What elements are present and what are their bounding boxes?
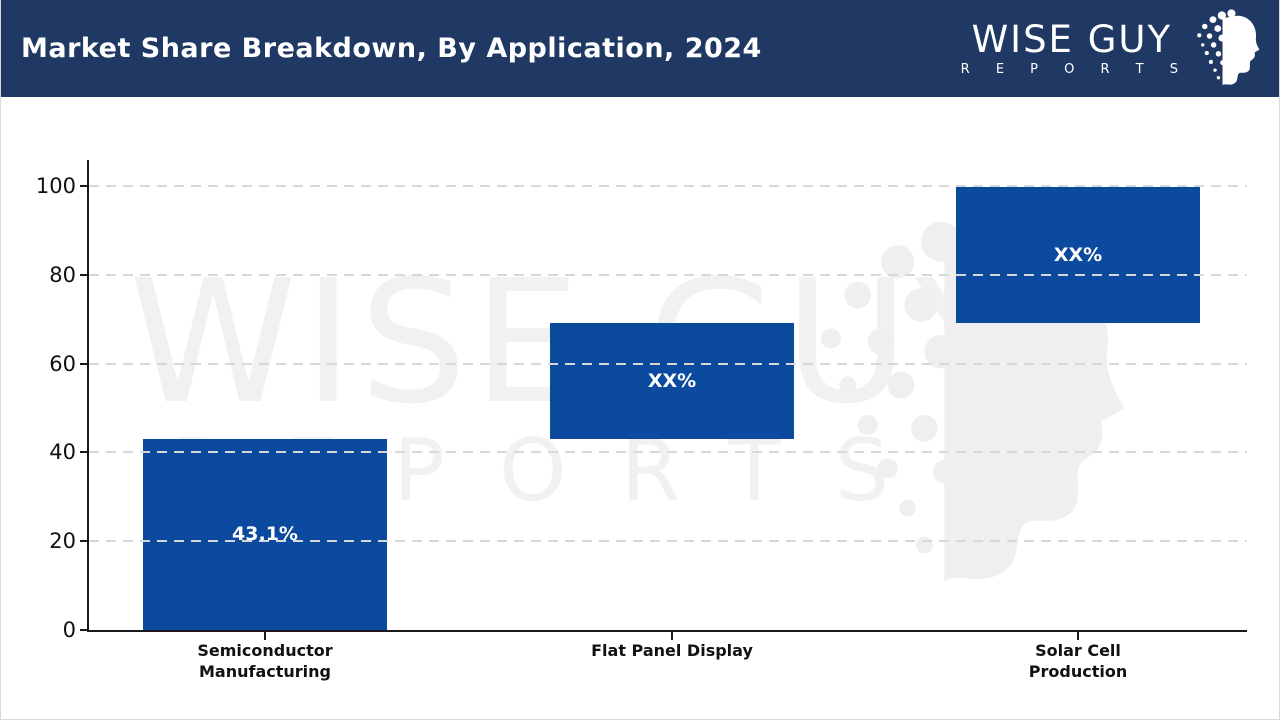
bar-segment <box>550 323 794 439</box>
bar-segment <box>143 438 387 630</box>
y-tick-mark <box>80 451 87 454</box>
y-tick-label: 20 <box>49 529 76 554</box>
y-tick-label: 0 <box>62 618 76 642</box>
logo-subtext: R E P O R T S <box>960 61 1189 77</box>
logo-wordmark: WISE GUY <box>971 17 1173 61</box>
x-tick-mark <box>671 632 673 640</box>
y-tick-mark <box>80 629 87 631</box>
y-tick-label: 80 <box>49 262 76 287</box>
gridline <box>89 362 1247 365</box>
gridline <box>89 273 1247 276</box>
wiseguy-logo: WISE GUY R E P O R T S <box>955 8 1263 90</box>
chart-title: Market Share Breakdown, By Application, … <box>21 33 762 64</box>
head-profile-dots-icon <box>1197 8 1260 85</box>
gridline <box>89 185 1247 187</box>
y-tick-mark <box>80 362 87 365</box>
y-tick-mark <box>80 273 87 276</box>
x-category-label: Solar Cell Production <box>1028 641 1128 681</box>
x-category-label: Flat Panel Display <box>591 641 753 660</box>
bar-value-label: XX% <box>1053 244 1103 267</box>
bar-value-label: 43.1% <box>232 523 298 546</box>
gridline <box>89 451 1247 454</box>
header-band: Market Share Breakdown, By Application, … <box>1 0 1279 97</box>
y-tick-mark <box>80 185 87 187</box>
bar-value-label: XX% <box>647 369 697 392</box>
x-tick-mark <box>1077 632 1079 640</box>
y-tick-label: 100 <box>35 174 76 198</box>
logo-text: WISE GUY R E P O R T S <box>955 21 1189 77</box>
y-tick-mark <box>80 540 87 543</box>
y-axis-line <box>87 160 89 632</box>
gridline <box>89 540 1247 543</box>
y-tick-label: 40 <box>49 440 76 465</box>
y-tick-label: 60 <box>49 351 76 376</box>
x-category-label: Semiconductor Manufacturing <box>197 641 333 681</box>
x-axis-line <box>87 630 1247 632</box>
x-tick-mark <box>264 632 266 640</box>
